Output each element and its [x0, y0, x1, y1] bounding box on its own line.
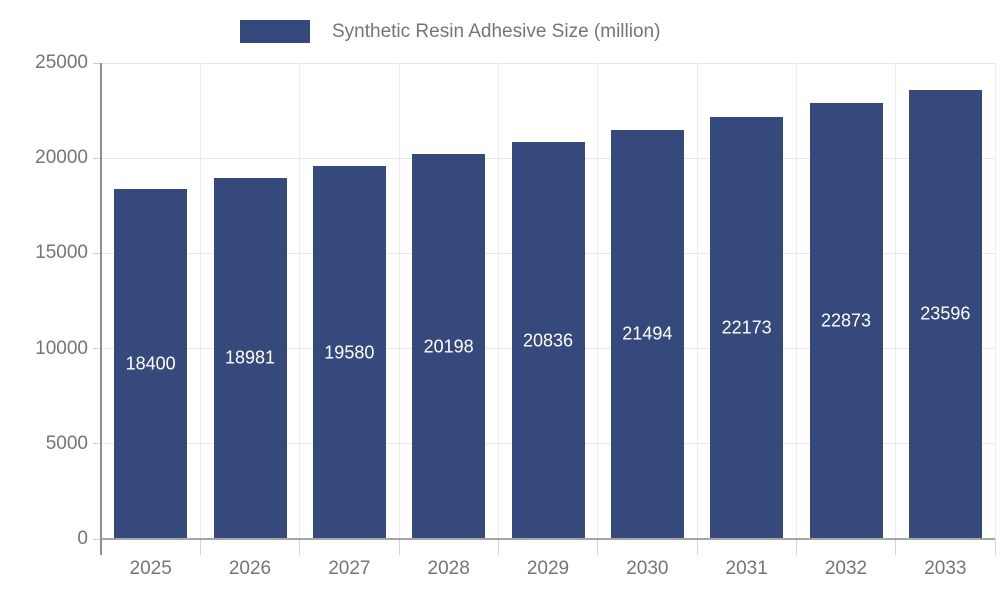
x-axis-tick — [398, 539, 400, 555]
x-axis-line — [101, 538, 995, 540]
bar-value-label: 20198 — [423, 336, 474, 357]
y-axis-tick — [93, 443, 101, 445]
bar[interactable]: 19580 — [312, 166, 386, 539]
y-tick-label: 15000 — [35, 242, 88, 264]
y-axis-tick — [93, 348, 101, 350]
x-axis-tick — [895, 539, 897, 555]
bar[interactable]: 22173 — [710, 116, 784, 539]
y-axis-tick — [93, 157, 101, 159]
x-gridline — [299, 63, 301, 539]
x-axis-tick — [696, 539, 698, 555]
x-tick-label: 2028 — [427, 558, 470, 579]
bar[interactable]: 21494 — [610, 129, 684, 539]
bar-value-label: 23596 — [920, 303, 971, 324]
x-gridline — [597, 63, 599, 539]
bar[interactable]: 23596 — [908, 89, 982, 539]
x-tick-label: 2032 — [824, 558, 868, 579]
bar-value-label: 18981 — [224, 347, 276, 368]
y-axis-tick — [93, 252, 101, 254]
x-axis-tick — [199, 539, 201, 555]
x-tick-label: 2026 — [228, 558, 272, 579]
x-tick-label: 2031 — [725, 558, 768, 579]
y-tick-label: 10000 — [35, 337, 88, 359]
y-tick-label: 25000 — [35, 52, 88, 73]
bar[interactable]: 18981 — [213, 177, 287, 539]
x-tick-label: 2030 — [626, 558, 669, 579]
legend-item[interactable]: Synthetic Resin Adhesive Size (million) — [240, 20, 660, 43]
bar[interactable]: 20836 — [511, 142, 585, 539]
y-axis-tick — [93, 538, 101, 540]
bar[interactable]: 20198 — [412, 154, 486, 539]
x-axis-tick — [994, 539, 996, 555]
x-axis-tick — [497, 539, 499, 555]
bar-value-label: 19580 — [324, 342, 375, 363]
y-axis-line — [100, 63, 102, 555]
bar-value-label: 21494 — [622, 323, 673, 344]
x-gridline — [895, 63, 897, 539]
bar[interactable]: 18400 — [114, 188, 188, 539]
legend-label: Synthetic Resin Adhesive Size (million) — [332, 20, 661, 42]
x-tick-label: 2025 — [129, 558, 172, 579]
y-tick-label: 20000 — [35, 147, 88, 169]
x-gridline — [994, 63, 996, 539]
y-gridline — [101, 62, 995, 64]
x-gridline — [199, 63, 201, 539]
x-tick-label: 2027 — [328, 558, 371, 579]
y-axis-tick — [93, 62, 101, 64]
x-axis-tick — [597, 539, 599, 555]
bar-value-label: 22873 — [820, 310, 872, 331]
bar-value-label: 20836 — [522, 330, 574, 351]
x-gridline — [497, 63, 499, 539]
x-gridline — [398, 63, 400, 539]
y-tick-label: 5000 — [45, 432, 88, 454]
bar-value-label: 18400 — [125, 353, 176, 374]
x-gridline — [795, 63, 797, 539]
bar[interactable]: 22873 — [809, 103, 883, 539]
x-tick-label: 2029 — [526, 558, 570, 579]
y-tick-label: 0 — [77, 528, 88, 549]
x-axis-tick — [795, 539, 797, 555]
x-gridline — [696, 63, 698, 539]
x-tick-label: 2033 — [924, 558, 967, 579]
legend-swatch — [240, 20, 310, 43]
x-axis-tick — [299, 539, 301, 555]
bar-value-label: 22173 — [721, 317, 772, 338]
